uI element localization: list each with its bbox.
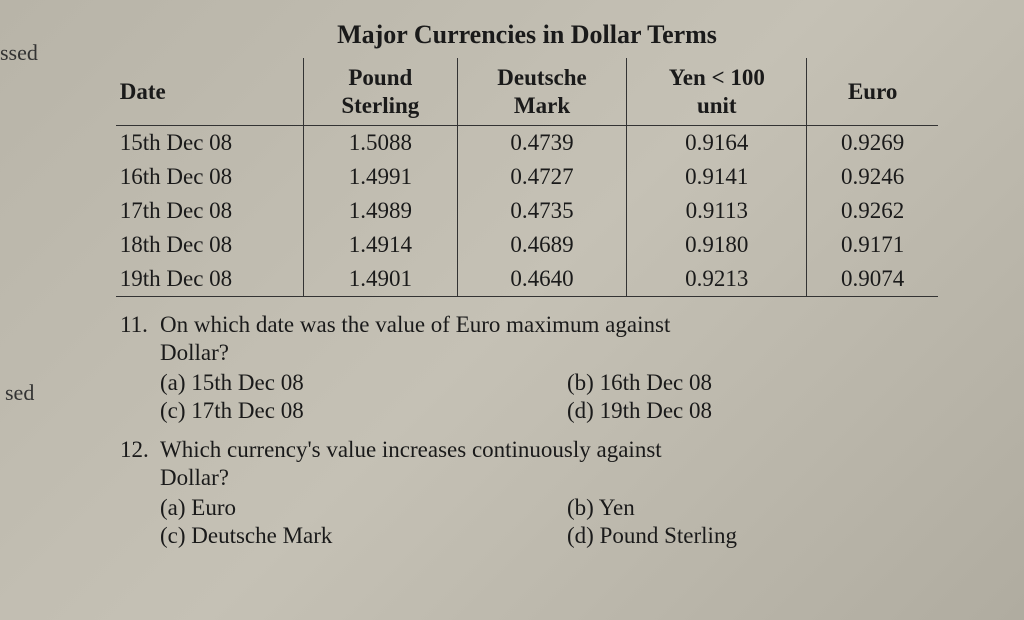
option-d: (d) 19th Dec 08 xyxy=(567,398,974,424)
question-text: Which currency's value increases continu… xyxy=(160,437,662,462)
table-row: 16th Dec 08 1.4991 0.4727 0.9141 0.9246 xyxy=(116,160,938,194)
question-12: 12.Which currency's value increases cont… xyxy=(80,434,974,549)
main-content: Major Currencies in Dollar Terms Date Po… xyxy=(80,20,974,549)
question-number: 11. xyxy=(120,309,160,340)
option-b: (b) 16th Dec 08 xyxy=(567,370,974,396)
col-pound: Pound Sterling xyxy=(304,58,457,126)
option-b: (b) Yen xyxy=(567,495,974,521)
table-title: Major Currencies in Dollar Terms xyxy=(80,20,974,50)
question-11: 11.On which date was the value of Euro m… xyxy=(80,309,974,424)
question-12-options: (a) Euro (b) Yen (c) Deutsche Mark (d) P… xyxy=(160,495,974,549)
table-header-row: Date Pound Sterling Deutsche Mark Yen < … xyxy=(116,58,938,126)
page-left-margin: ssed sed xyxy=(0,0,60,620)
cutoff-text-top: ssed xyxy=(0,40,38,66)
table-row: 18th Dec 08 1.4914 0.4689 0.9180 0.9171 xyxy=(116,228,938,262)
option-d: (d) Pound Sterling xyxy=(567,523,974,549)
table-row: 17th Dec 08 1.4989 0.4735 0.9113 0.9262 xyxy=(116,194,938,228)
question-text: On which date was the value of Euro maxi… xyxy=(160,312,670,337)
option-c: (c) Deutsche Mark xyxy=(160,523,567,549)
currency-table: Date Pound Sterling Deutsche Mark Yen < … xyxy=(116,58,938,297)
col-mark: Deutsche Mark xyxy=(457,58,627,126)
question-11-options: (a) 15th Dec 08 (b) 16th Dec 08 (c) 17th… xyxy=(160,370,974,424)
col-date: Date xyxy=(116,58,304,126)
table-row: 15th Dec 08 1.5088 0.4739 0.9164 0.9269 xyxy=(116,126,938,161)
question-text-line2: Dollar? xyxy=(160,465,974,491)
cutoff-text-mid: sed xyxy=(5,380,34,406)
question-number: 12. xyxy=(120,434,160,465)
col-yen: Yen < 100 unit xyxy=(627,58,807,126)
table-row: 19th Dec 08 1.4901 0.4640 0.9213 0.9074 xyxy=(116,262,938,297)
option-a: (a) Euro xyxy=(160,495,567,521)
question-text-line2: Dollar? xyxy=(160,340,974,366)
table-body: 15th Dec 08 1.5088 0.4739 0.9164 0.9269 … xyxy=(116,126,938,297)
option-c: (c) 17th Dec 08 xyxy=(160,398,567,424)
col-euro: Euro xyxy=(807,58,939,126)
option-a: (a) 15th Dec 08 xyxy=(160,370,567,396)
